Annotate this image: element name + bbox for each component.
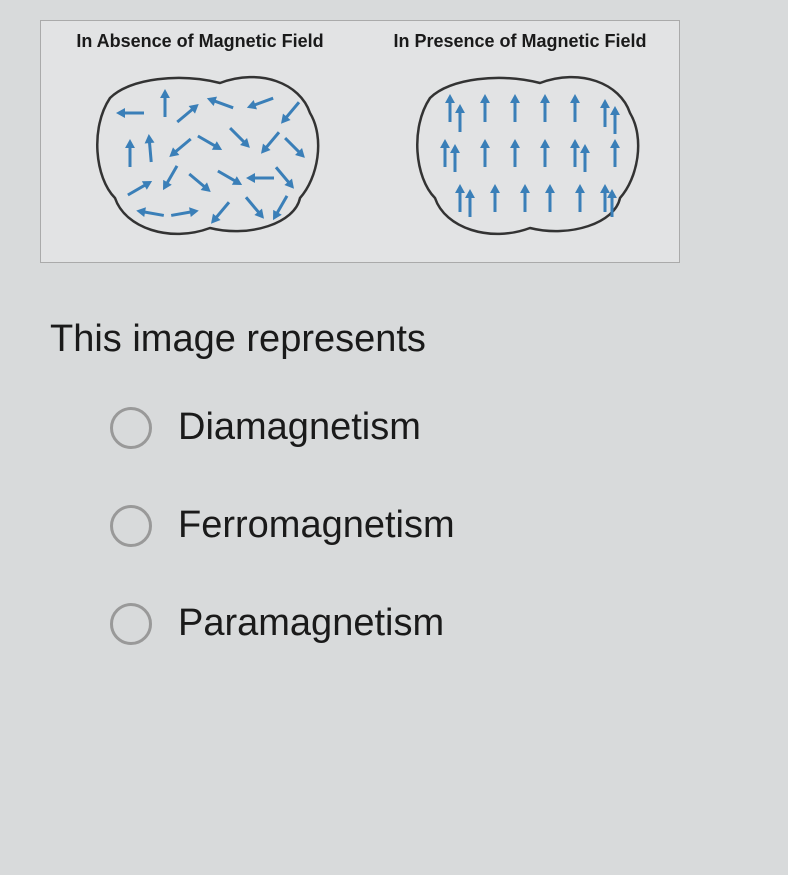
options-group: Diamagnetism Ferromagnetism Paramagnetism [110, 406, 768, 645]
option-label: Paramagnetism [178, 602, 444, 645]
option-1[interactable]: Ferromagnetism [110, 504, 768, 547]
panel-presence: In Presence of Magnetic Field [375, 31, 665, 248]
diagram-card: In Absence of Magnetic Field In Presence… [40, 20, 680, 263]
panel-absence: In Absence of Magnetic Field [55, 31, 345, 248]
question-prompt: This image represents [50, 318, 768, 361]
radio-icon[interactable] [110, 603, 152, 645]
radio-icon[interactable] [110, 407, 152, 449]
panel-absence-title: In Absence of Magnetic Field [76, 31, 323, 52]
panel-presence-title: In Presence of Magnetic Field [393, 31, 646, 52]
option-0[interactable]: Diamagnetism [110, 406, 768, 449]
option-label: Diamagnetism [178, 406, 421, 449]
radio-icon[interactable] [110, 505, 152, 547]
shape-absence [70, 58, 330, 248]
option-2[interactable]: Paramagnetism [110, 602, 768, 645]
option-label: Ferromagnetism [178, 504, 455, 547]
shape-presence [390, 58, 650, 248]
